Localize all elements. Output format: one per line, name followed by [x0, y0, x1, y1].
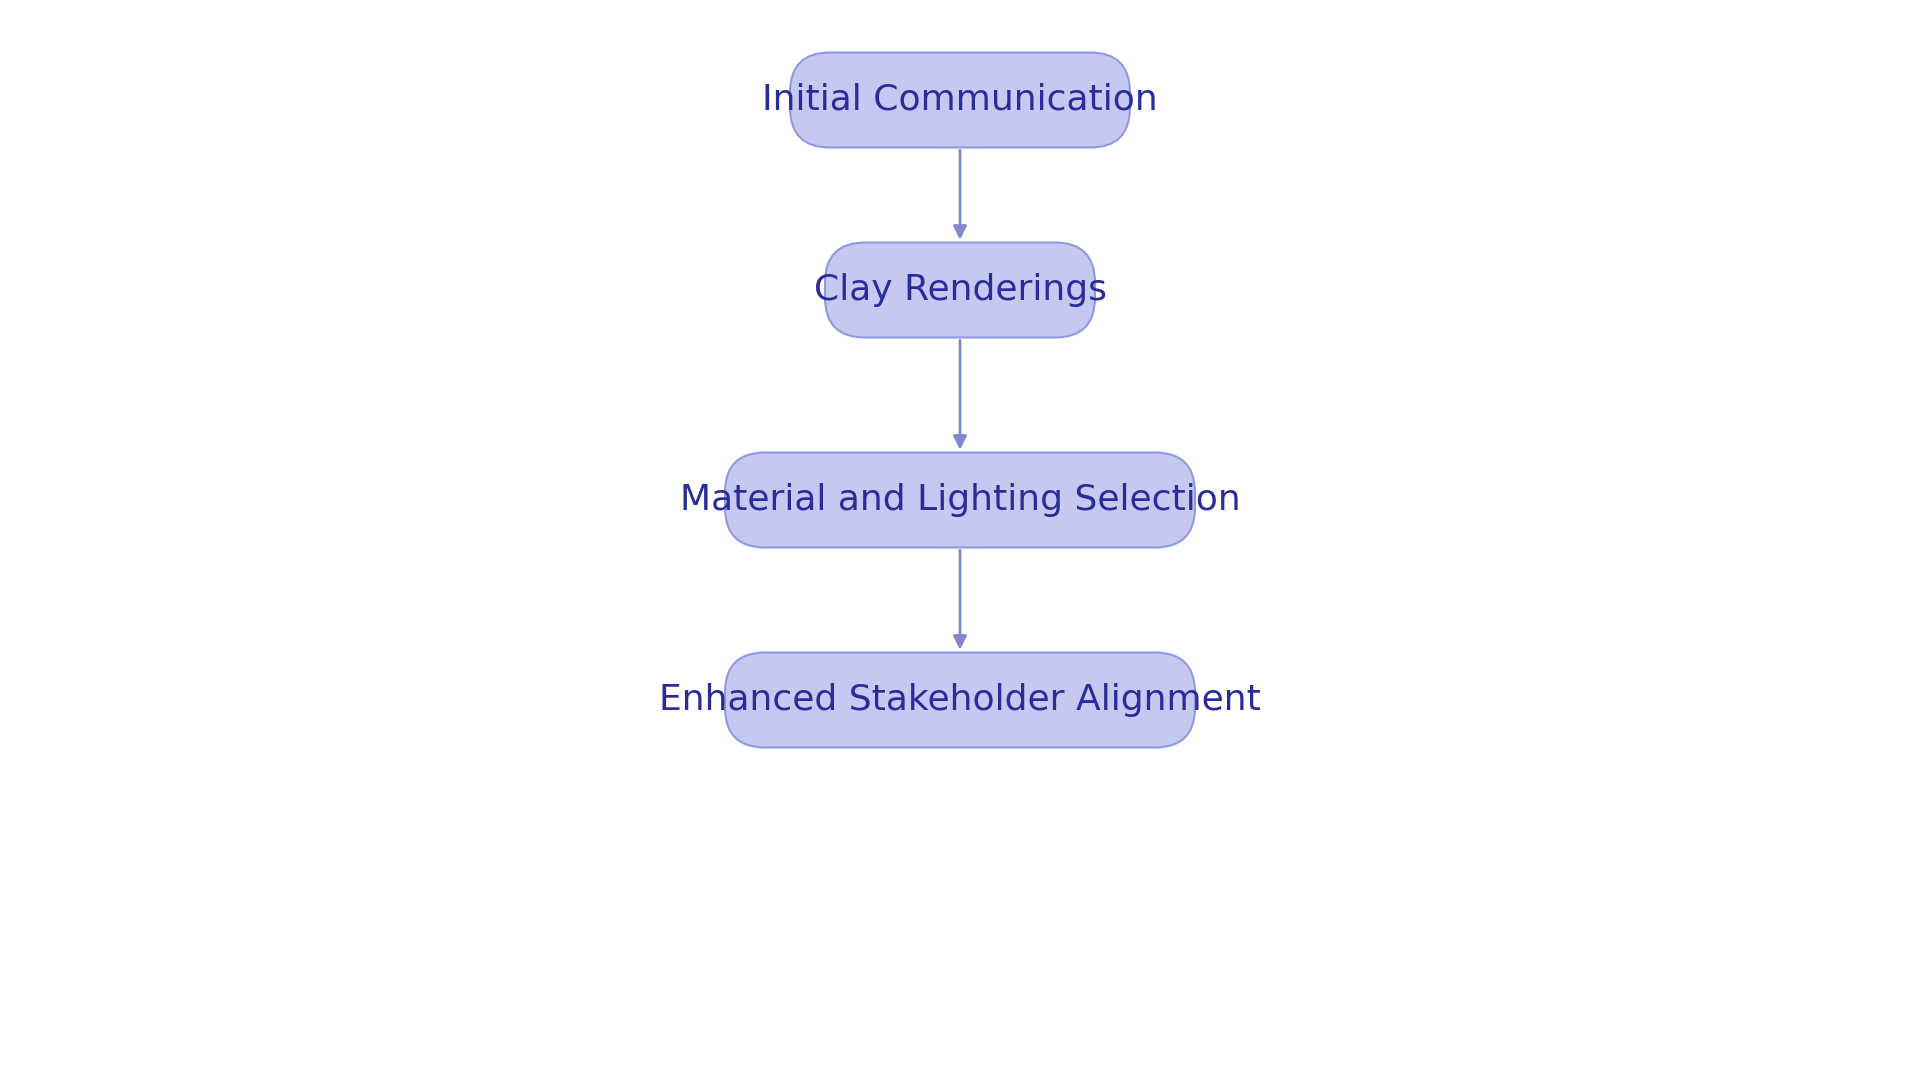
- Text: Enhanced Stakeholder Alignment: Enhanced Stakeholder Alignment: [659, 683, 1261, 717]
- Text: Initial Communication: Initial Communication: [762, 83, 1158, 117]
- FancyBboxPatch shape: [726, 453, 1194, 548]
- FancyBboxPatch shape: [726, 652, 1194, 747]
- FancyBboxPatch shape: [789, 52, 1131, 147]
- Text: Material and Lighting Selection: Material and Lighting Selection: [680, 483, 1240, 517]
- Text: Clay Renderings: Clay Renderings: [814, 273, 1106, 306]
- FancyBboxPatch shape: [826, 243, 1094, 338]
